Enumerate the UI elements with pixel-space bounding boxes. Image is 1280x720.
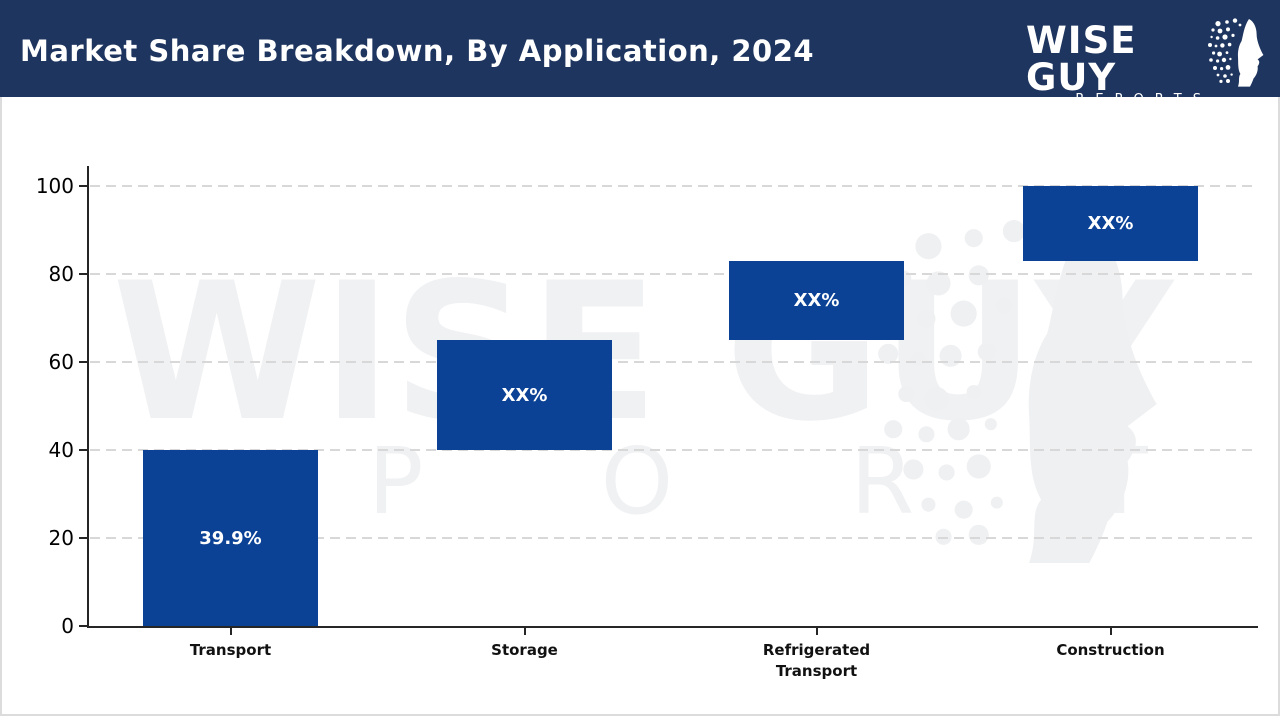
y-tick-mark bbox=[79, 537, 88, 539]
logo-sub-wordmark: REPORTS bbox=[1075, 92, 1212, 107]
y-tick-label: 40 bbox=[48, 438, 74, 462]
wise-guy-head-icon bbox=[1208, 18, 1264, 87]
bar-value-label: 39.9% bbox=[199, 527, 262, 549]
logo-wordmark: WISE GUY bbox=[1026, 19, 1137, 99]
y-axis-line bbox=[87, 166, 89, 628]
x-tick-mark bbox=[229, 628, 232, 635]
watermark-wordmark: WISE GUY bbox=[112, 242, 1173, 463]
grid-line bbox=[90, 537, 1256, 539]
x-category-label: Storage bbox=[491, 641, 558, 659]
x-tick-mark bbox=[523, 628, 526, 635]
y-tick-label: 60 bbox=[48, 350, 74, 374]
wise-guy-logo: WISE GUY bbox=[1026, 8, 1266, 107]
bar-value-label: XX% bbox=[1087, 212, 1134, 234]
grid-line bbox=[90, 273, 1256, 275]
x-tick-mark bbox=[1109, 628, 1112, 635]
grid-line bbox=[90, 361, 1256, 363]
x-axis-line bbox=[87, 626, 1258, 628]
header: Market Share Breakdown, By Application, … bbox=[0, 0, 1280, 107]
y-tick-mark bbox=[79, 625, 88, 627]
y-tick-mark bbox=[79, 273, 88, 275]
y-tick-label: 0 bbox=[61, 614, 74, 638]
bar-segment-storage: XX% bbox=[437, 340, 612, 450]
y-tick-mark bbox=[79, 449, 88, 451]
bar-value-label: XX% bbox=[501, 384, 548, 406]
y-tick-label: 100 bbox=[35, 174, 74, 198]
grid-line bbox=[90, 449, 1256, 451]
bar-value-label: XX% bbox=[793, 289, 840, 311]
grid-line bbox=[90, 185, 1256, 187]
x-category-label: Construction bbox=[1056, 641, 1165, 659]
y-tick-mark bbox=[79, 361, 88, 363]
y-tick-label: 20 bbox=[48, 526, 74, 550]
x-tick-mark bbox=[815, 628, 818, 635]
y-tick-mark bbox=[79, 185, 88, 187]
x-category-label: Refrigerated Transport bbox=[762, 641, 871, 680]
bar-segment-construction: XX% bbox=[1023, 186, 1198, 261]
page-title: Market Share Breakdown, By Application, … bbox=[20, 34, 815, 68]
watermark-head-icon bbox=[878, 220, 1157, 563]
y-tick-label: 80 bbox=[48, 262, 74, 286]
bar-segment-transport: 39.9% bbox=[143, 450, 318, 626]
bar-segment-refrigerated-transport: XX% bbox=[729, 260, 904, 340]
x-category-label: Transport bbox=[189, 641, 272, 659]
